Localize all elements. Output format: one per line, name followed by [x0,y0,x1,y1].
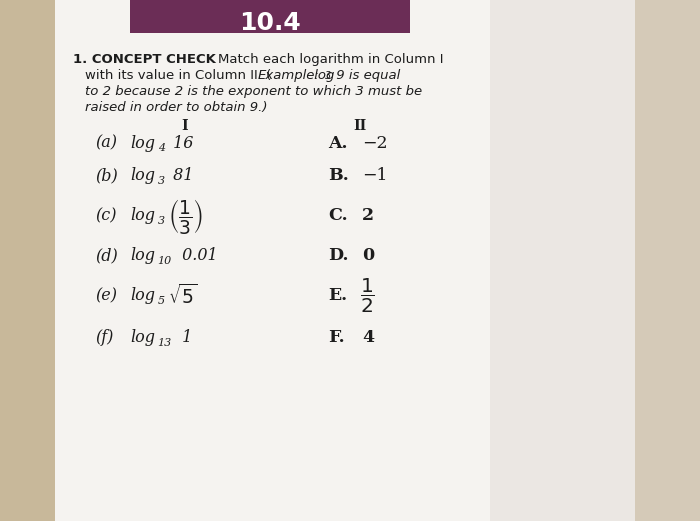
Text: C.: C. [328,207,348,225]
Text: log: log [310,69,335,82]
Text: A.: A. [328,134,347,152]
Text: log: log [130,288,155,304]
Text: 0: 0 [362,247,375,265]
Text: −2: −2 [362,134,388,152]
Text: log: log [130,329,155,346]
Text: 1. CONCEPT CHECK: 1. CONCEPT CHECK [73,53,216,66]
Text: F.: F. [328,329,344,346]
Text: log: log [130,207,155,225]
Text: (b): (b) [95,167,118,184]
Text: 3: 3 [325,71,331,81]
Text: (c): (c) [95,207,116,225]
Text: with its value in Column II. (: with its value in Column II. ( [85,69,272,82]
Text: (d): (d) [95,247,118,265]
Text: 3: 3 [158,216,165,226]
Text: Example:: Example: [258,69,320,82]
Text: log: log [130,167,155,184]
Text: raised in order to obtain 9.): raised in order to obtain 9.) [85,101,267,114]
Text: $\dfrac{1}{2}$: $\dfrac{1}{2}$ [360,277,374,315]
Text: (e): (e) [95,288,117,304]
Text: $\left(\dfrac{1}{3}\right)$: $\left(\dfrac{1}{3}\right)$ [168,196,203,235]
Text: 9 is equal: 9 is equal [332,69,400,82]
Text: 16: 16 [168,134,193,152]
Text: 4: 4 [158,143,165,153]
Text: II: II [354,119,367,133]
Text: 13: 13 [157,338,172,348]
Text: 10.4: 10.4 [239,11,301,35]
FancyBboxPatch shape [130,0,410,33]
FancyBboxPatch shape [55,0,635,521]
Text: −1: −1 [362,167,388,184]
Text: I: I [182,119,188,133]
Text: E.: E. [328,288,347,304]
Text: $\sqrt{5}$: $\sqrt{5}$ [168,284,197,308]
Text: log: log [130,247,155,265]
Text: 81: 81 [168,167,193,184]
FancyBboxPatch shape [490,0,700,521]
Text: (a): (a) [95,134,117,152]
Text: log: log [130,134,155,152]
Text: Match each logarithm in Column I: Match each logarithm in Column I [218,53,444,66]
Text: 2: 2 [362,207,374,225]
Text: to 2 because 2 is the exponent to which 3 must be: to 2 because 2 is the exponent to which … [85,85,422,98]
Text: 0.01: 0.01 [177,247,218,265]
Text: 1: 1 [177,329,192,346]
Text: 3: 3 [158,176,165,186]
Text: D.: D. [328,247,349,265]
Text: 4: 4 [362,329,374,346]
Text: B.: B. [328,167,349,184]
Text: (f): (f) [95,329,113,346]
Text: 10: 10 [157,256,172,266]
Text: 5: 5 [158,296,165,306]
